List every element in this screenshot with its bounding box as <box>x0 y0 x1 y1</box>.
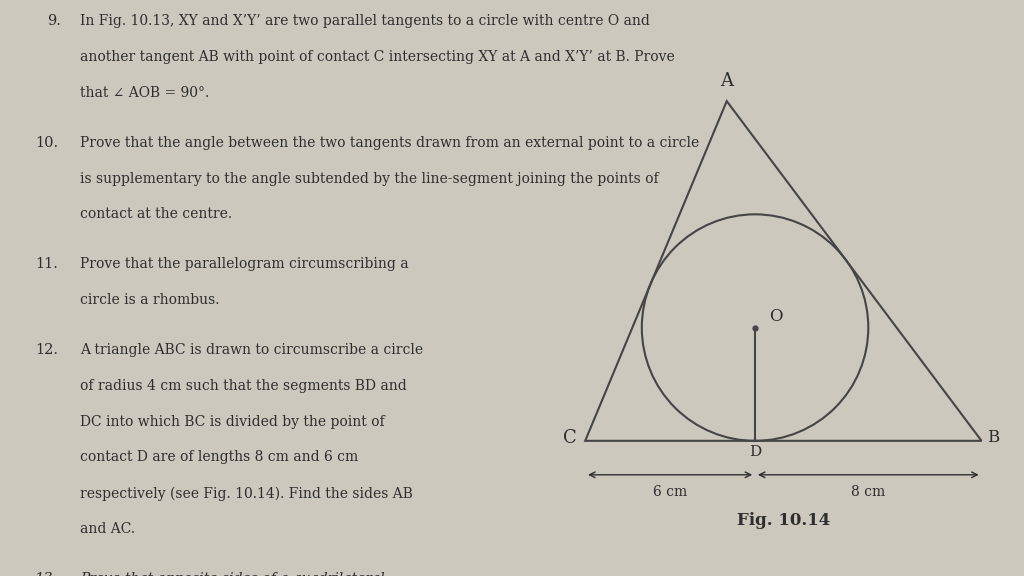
Text: 6 cm: 6 cm <box>653 485 687 499</box>
Text: A: A <box>720 72 733 90</box>
Text: contact D are of lengths 8 cm and 6 cm: contact D are of lengths 8 cm and 6 cm <box>80 450 358 464</box>
Text: of radius 4 cm such that the segments BD and: of radius 4 cm such that the segments BD… <box>80 379 407 393</box>
Text: another tangent AB with point of contact C intersecting XY at A and X’Y’ at B. P: another tangent AB with point of contact… <box>80 50 675 64</box>
Text: O: O <box>769 308 782 325</box>
Text: 10.: 10. <box>35 136 58 150</box>
Text: 8 cm: 8 cm <box>851 485 886 499</box>
Text: 11.: 11. <box>35 257 58 271</box>
Text: Prove that the angle between the two tangents drawn from an external point to a : Prove that the angle between the two tan… <box>80 136 699 150</box>
Text: that ∠ AOB = 90°.: that ∠ AOB = 90°. <box>80 86 209 100</box>
Text: respectively (see Fig. 10.14). Find the sides AB: respectively (see Fig. 10.14). Find the … <box>80 486 413 501</box>
Text: circle is a rhombus.: circle is a rhombus. <box>80 293 219 307</box>
Text: A triangle ABC is drawn to circumscribe a circle: A triangle ABC is drawn to circumscribe … <box>80 343 423 357</box>
Text: 12.: 12. <box>35 343 58 357</box>
Text: C: C <box>563 429 577 447</box>
Text: is supplementary to the angle subtended by the line-segment joining the points o: is supplementary to the angle subtended … <box>80 172 658 185</box>
Text: Prove that opposite sides of a quadrilateral: Prove that opposite sides of a quadrilat… <box>80 572 385 576</box>
Text: In Fig. 10.13, XY and X’Y’ are two parallel tangents to a circle with centre O a: In Fig. 10.13, XY and X’Y’ are two paral… <box>80 14 650 28</box>
Text: 13.: 13. <box>35 572 58 576</box>
Text: contact at the centre.: contact at the centre. <box>80 207 232 221</box>
Text: D: D <box>749 445 761 459</box>
Text: Fig. 10.14: Fig. 10.14 <box>736 511 830 529</box>
Text: 9.: 9. <box>47 14 61 28</box>
Text: Prove that the parallelogram circumscribing a: Prove that the parallelogram circumscrib… <box>80 257 409 271</box>
Text: B: B <box>987 430 999 446</box>
Text: and AC.: and AC. <box>80 522 135 536</box>
Text: DC into which BC is divided by the point of: DC into which BC is divided by the point… <box>80 415 384 429</box>
